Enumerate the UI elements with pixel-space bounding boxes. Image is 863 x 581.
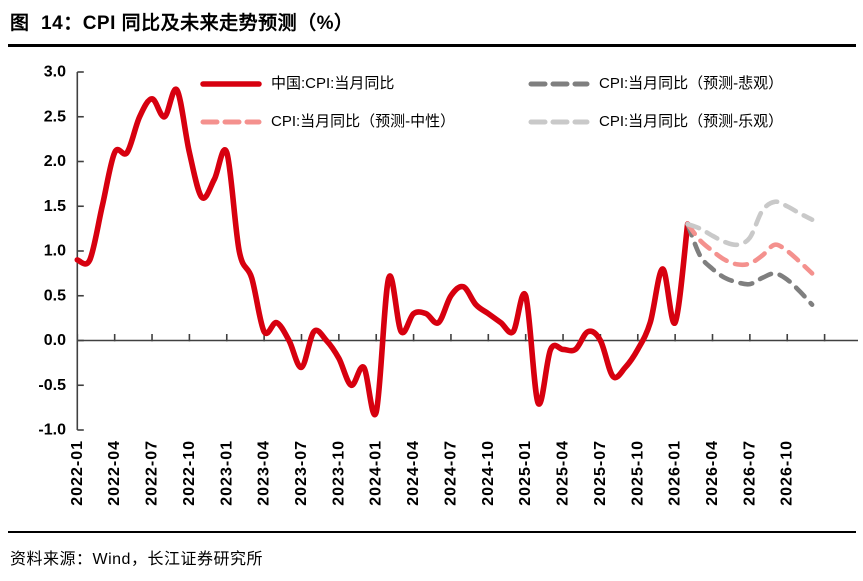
x-tick-label: 2023-10 (330, 440, 347, 506)
x-tick-label: 2025-10 (629, 440, 646, 506)
x-tick-label: 2024-07 (442, 440, 459, 506)
y-tick-label: -1.0 (38, 422, 66, 439)
x-tick-label: 2022-10 (181, 440, 198, 506)
series-group (74, 86, 815, 418)
x-tick-label: 2023-01 (218, 440, 235, 506)
series-line-pessimistic (685, 221, 815, 307)
x-tick-label: 2025-07 (592, 440, 609, 506)
figure-title: 图 14：CPI 同比及未来走势预测（%） (10, 13, 354, 34)
series-line-optimistic (685, 199, 815, 248)
y-tick-label: -0.5 (38, 377, 66, 394)
y-tick-label: 3.0 (44, 64, 66, 81)
x-tick-label: 2023-04 (256, 440, 273, 506)
x-tick-label: 2026-07 (741, 440, 758, 506)
x-tick-label: 2022-04 (106, 440, 123, 506)
x-tick-label: 2024-04 (405, 440, 422, 506)
x-tick-label: 2022-07 (144, 440, 161, 506)
y-tick-label: 2.5 (44, 108, 66, 125)
y-tick-label: 1.0 (44, 243, 66, 260)
footer-divider (8, 531, 856, 533)
x-tick-label: 2024-01 (368, 440, 385, 506)
x-tick-label: 2026-10 (779, 440, 796, 506)
x-tick-label: 2025-04 (555, 440, 572, 506)
y-tick-label: 2.0 (44, 153, 66, 170)
x-tick-label: 2025-01 (517, 440, 534, 506)
series-line-actual (74, 86, 691, 418)
x-tick-label: 2024-10 (480, 440, 497, 506)
x-tick-label: 2022-01 (69, 440, 86, 506)
source-note: 资料来源：Wind，长江证券研究所 (10, 551, 263, 568)
y-tick-label: 0.5 (44, 287, 66, 304)
y-tick-label: 1.5 (44, 198, 66, 215)
y-tick-label: 0.0 (44, 332, 66, 349)
x-tick-label: 2026-04 (704, 440, 721, 506)
x-tick-label: 2026-01 (667, 440, 684, 506)
title-divider (8, 44, 856, 47)
series-line-neutral (685, 221, 815, 276)
x-tick-label: 2023-07 (293, 440, 310, 506)
